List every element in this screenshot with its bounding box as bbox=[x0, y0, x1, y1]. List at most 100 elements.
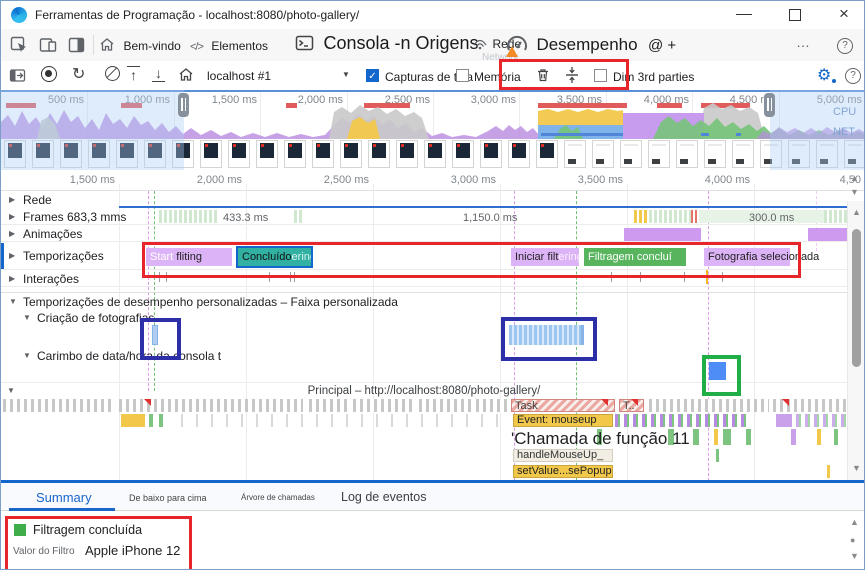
screenshot-thumbnail[interactable] bbox=[536, 140, 558, 168]
screenshot-thumbnail[interactable] bbox=[256, 140, 278, 168]
long-task-bar[interactable]: Task bbox=[511, 399, 615, 412]
timing-event-iniciar-filtragem[interactable]: Iniciar filtering bbox=[511, 248, 579, 266]
screenshot-thumbnail[interactable] bbox=[564, 140, 586, 168]
dim-3rd-parties-checkbox[interactable] bbox=[594, 69, 607, 82]
save-profile-icon[interactable]: ↓ bbox=[152, 65, 165, 82]
load-profile-icon[interactable]: ↑ bbox=[127, 66, 140, 83]
screenshot-thumbnail[interactable] bbox=[760, 140, 782, 168]
tab-elements[interactable]: </> Elementos bbox=[190, 37, 268, 55]
collect-garbage-icon[interactable] bbox=[564, 66, 580, 84]
screenshot-thumbnail[interactable] bbox=[816, 140, 838, 168]
screenshot-thumbnail[interactable] bbox=[284, 140, 306, 168]
reload-and-record-button[interactable]: ↻ bbox=[72, 66, 86, 83]
ruler-scroll-up-icon[interactable]: ▲ bbox=[850, 173, 859, 183]
screenshot-thumbnail[interactable] bbox=[732, 140, 754, 168]
tab-console[interactable]: Consola -n Origens bbox=[295, 33, 479, 54]
memory-checkbox[interactable] bbox=[456, 69, 469, 82]
tracks-scrollbar[interactable]: ▲ ▼ bbox=[847, 201, 864, 481]
screenshot-thumbnail[interactable] bbox=[200, 140, 222, 168]
timings-track-expander[interactable]: ▶ bbox=[9, 251, 16, 260]
screenshots-checkbox[interactable]: ✓ bbox=[366, 69, 379, 82]
frames-track-expander[interactable]: ▶ bbox=[9, 212, 16, 221]
timing-event-start-filtering[interactable]: Start fliting bbox=[146, 248, 232, 266]
frame-bar[interactable] bbox=[294, 210, 304, 223]
tab-summary[interactable]: Summary bbox=[36, 490, 92, 505]
screenshot-thumbnail[interactable] bbox=[340, 140, 362, 168]
trash-icon[interactable] bbox=[535, 67, 551, 83]
custom-track-expander[interactable]: ▼ bbox=[9, 297, 17, 306]
tab-bottom-up[interactable]: De baixo para cima bbox=[129, 493, 207, 503]
toggle-sidebar-icon[interactable] bbox=[9, 67, 26, 84]
bottom-scroll-dot-icon[interactable]: ● bbox=[850, 535, 856, 545]
photo-creation-expander[interactable]: ▼ bbox=[23, 313, 31, 322]
screenshot-thumbnail[interactable] bbox=[228, 140, 250, 168]
bottom-scroll-up-icon[interactable]: ▲ bbox=[850, 517, 859, 527]
maximize-button[interactable] bbox=[789, 9, 801, 21]
photo-creation-bar[interactable] bbox=[152, 325, 158, 345]
tab-event-log[interactable]: Log de eventos bbox=[341, 490, 427, 504]
screenshot-thumbnail[interactable] bbox=[312, 140, 334, 168]
screenshot-thumbnail[interactable] bbox=[844, 140, 864, 168]
timeline-overview[interactable]: 500 ms 1,000 ms 1,500 ms 2,000 ms 2,500 … bbox=[1, 90, 864, 139]
panel-splitter[interactable] bbox=[1, 480, 864, 483]
screenshot-thumbnail[interactable] bbox=[480, 140, 502, 168]
tab-performance[interactable]: Desempenho @ + bbox=[506, 35, 676, 57]
selection-handle-left[interactable] bbox=[178, 93, 189, 117]
dock-panel-icon[interactable] bbox=[68, 36, 86, 54]
timing-event-concluido-selected[interactable]: Concluídoering bbox=[236, 246, 313, 268]
screenshot-thumbnail[interactable] bbox=[788, 140, 810, 168]
screenshot-thumbnail[interactable] bbox=[676, 140, 698, 168]
screenshot-thumbnail[interactable] bbox=[592, 140, 614, 168]
more-tabs-button[interactable]: … bbox=[796, 34, 810, 50]
console-timestamp-expander[interactable]: ▼ bbox=[23, 351, 31, 360]
profile-select[interactable]: localhost #1 bbox=[207, 69, 272, 83]
screenshot-thumbnail[interactable] bbox=[452, 140, 474, 168]
inspect-icon[interactable] bbox=[10, 36, 28, 54]
screenshot-thumbnail[interactable] bbox=[648, 140, 670, 168]
timing-event-fotografia-selecionada[interactable]: Fotografia selecionada bbox=[704, 248, 819, 266]
selection-handle-right[interactable] bbox=[764, 93, 775, 117]
screenshot-thumbnail[interactable] bbox=[704, 140, 726, 168]
screenshot-thumbnail[interactable] bbox=[32, 140, 54, 168]
animations-track-expander[interactable]: ▶ bbox=[9, 229, 16, 238]
settings-gear-icon[interactable]: ⚙ bbox=[817, 67, 832, 84]
tab-welcome[interactable]: Bem-vindo bbox=[99, 37, 181, 55]
frame-bar[interactable] bbox=[159, 210, 217, 223]
interactions-track-expander[interactable]: ▶ bbox=[9, 274, 16, 283]
screenshot-thumbnail[interactable] bbox=[620, 140, 642, 168]
screenshot-thumbnail[interactable] bbox=[424, 140, 446, 168]
main-thread-expander[interactable]: ▼ bbox=[7, 386, 15, 395]
scrollbar-thumb[interactable] bbox=[852, 229, 861, 367]
screenshot-thumbnail[interactable] bbox=[88, 140, 110, 168]
event-mouseup-bar[interactable]: Event: mouseup bbox=[513, 414, 613, 427]
minimize-button[interactable] bbox=[736, 14, 752, 15]
profile-dropdown-icon[interactable]: ▼ bbox=[342, 70, 350, 79]
interaction-whisker[interactable] bbox=[684, 272, 723, 282]
tabbar-help-button[interactable]: ? bbox=[837, 38, 853, 54]
network-track-expander[interactable]: ▶ bbox=[9, 195, 16, 204]
scrollbar-down-icon[interactable]: ▼ bbox=[852, 463, 861, 473]
clear-button[interactable] bbox=[105, 66, 120, 81]
console-timestamp-marker[interactable] bbox=[709, 362, 726, 380]
screenshot-thumbnail[interactable] bbox=[144, 140, 166, 168]
frame-long-bar[interactable] bbox=[634, 210, 847, 223]
tab-call-tree[interactable]: Árvore de chamadas bbox=[241, 493, 315, 502]
scrollbar-up-icon[interactable]: ▲ bbox=[852, 207, 861, 217]
screenshot-thumbnail[interactable] bbox=[368, 140, 390, 168]
device-emulation-icon[interactable] bbox=[39, 36, 57, 54]
animation-bar[interactable] bbox=[808, 228, 847, 241]
screenshot-thumbnail[interactable] bbox=[4, 140, 26, 168]
setvalue-bar[interactable]: setValue...sePopup bbox=[513, 465, 613, 478]
close-button[interactable]: × bbox=[839, 4, 849, 23]
home-history-icon[interactable] bbox=[178, 67, 194, 83]
bottom-scroll-down-icon[interactable]: ▼ bbox=[850, 551, 859, 561]
handlemouseup-bar[interactable]: handleMouseUp_ bbox=[513, 449, 613, 462]
screenshot-thumbnail[interactable] bbox=[172, 140, 194, 168]
animation-bar[interactable] bbox=[624, 228, 701, 241]
screenshot-thumbnail[interactable] bbox=[508, 140, 530, 168]
toolbar-help-button[interactable]: ? bbox=[845, 68, 861, 84]
interaction-whisker[interactable] bbox=[611, 272, 641, 282]
interaction-whisker[interactable] bbox=[269, 272, 295, 282]
interaction-whisker[interactable] bbox=[159, 272, 167, 282]
screenshot-thumbnail[interactable] bbox=[396, 140, 418, 168]
